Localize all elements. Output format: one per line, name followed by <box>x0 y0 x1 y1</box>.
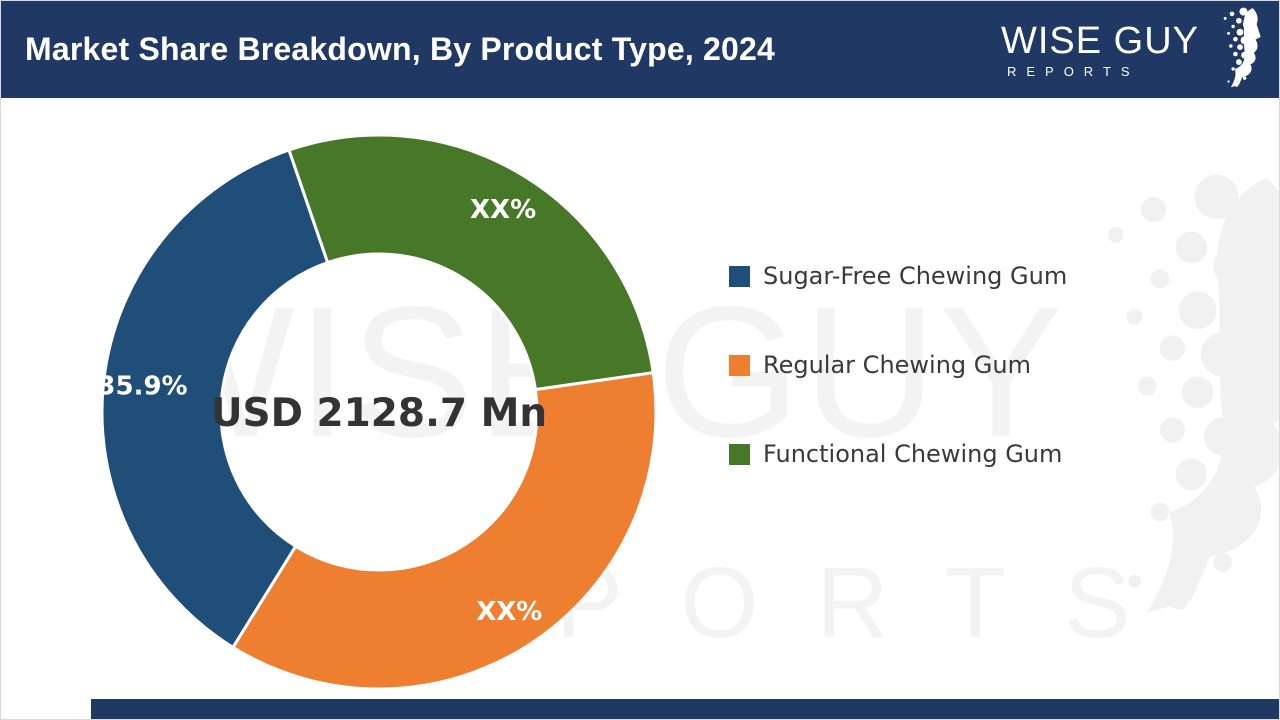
donut-slice-functional-chewing-gum <box>287 133 655 392</box>
legend: Sugar-Free Chewing Gum Regular Chewing Gu… <box>729 262 1068 532</box>
legend-label: Functional Chewing Gum <box>763 440 1063 468</box>
donut-slice-regular-chewing-gum <box>231 371 658 691</box>
footer-bar <box>91 699 1279 719</box>
legend-item-functional-chewing-gum: Functional Chewing Gum <box>729 440 1067 468</box>
brand-subtitle: REPORTS <box>1006 63 1140 79</box>
legend-swatch <box>729 265 750 287</box>
legend-swatch <box>729 354 750 376</box>
slice-label-regular-chewing-gum: XX% <box>476 597 542 627</box>
brand-text: WISE GUY REPORTS <box>1001 22 1199 78</box>
legend-item-regular-chewing-gum: Regular Chewing Gum <box>729 351 1067 379</box>
legend-label: Sugar-Free Chewing Gum <box>763 262 1068 290</box>
page-title: Market Share Breakdown, By Product Type,… <box>25 31 775 67</box>
donut-slice-sugar-free-chewing-gum <box>100 148 330 649</box>
brand-name: WISE GUY <box>1000 19 1199 62</box>
donut-center-label: USD 2128.7 Mn <box>211 391 547 436</box>
legend-swatch <box>729 443 750 465</box>
header: Market Share Breakdown, By Product Type,… <box>1 1 1279 98</box>
brand-logo: WISE GUY REPORTS <box>1001 7 1261 93</box>
legend-item-sugar-free-chewing-gum: Sugar-Free Chewing Gum <box>729 262 1068 290</box>
slice-label-sugar-free-chewing-gum: 35.9% <box>97 371 187 401</box>
slice-label-functional-chewing-gum: XX% <box>470 195 536 225</box>
legend-label: Regular Chewing Gum <box>763 351 1031 379</box>
